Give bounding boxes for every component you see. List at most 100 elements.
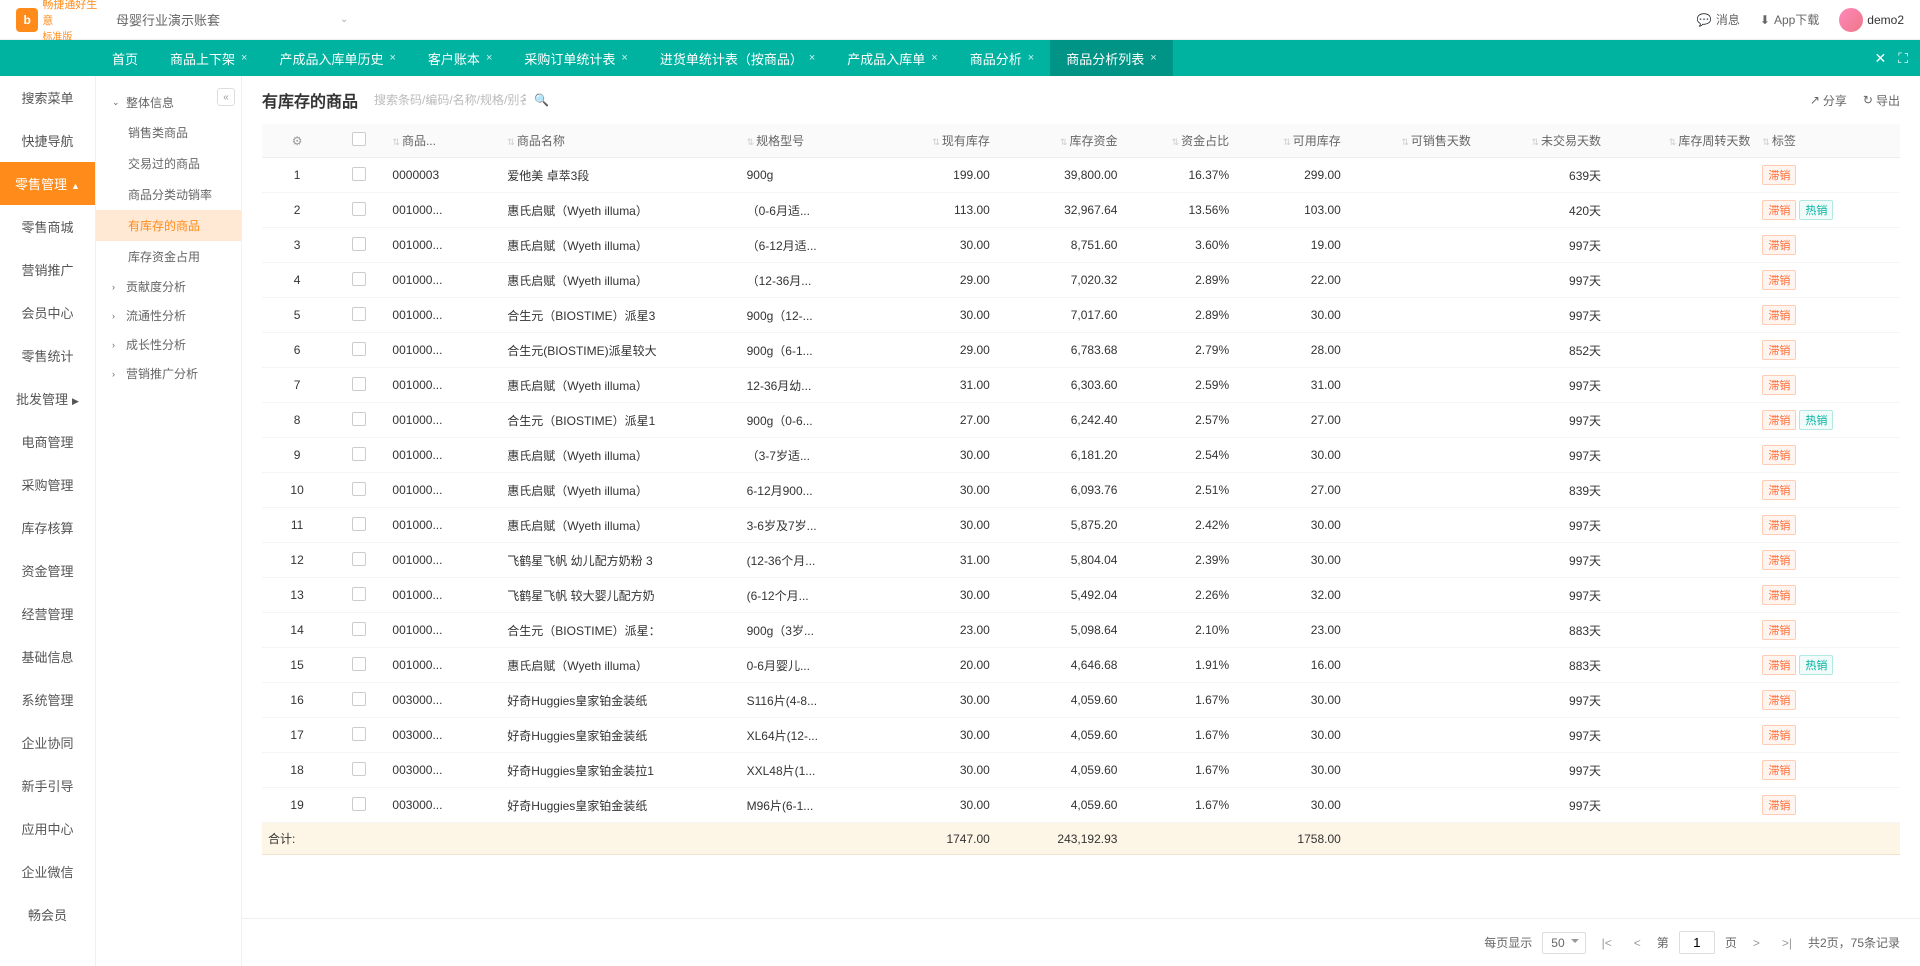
sidebar-item-7[interactable]: 批发管理▶ <box>0 377 95 420</box>
cell-checkbox[interactable] <box>332 613 386 648</box>
col-stock[interactable]: ⇅现有库存 <box>884 124 996 158</box>
cell-checkbox[interactable] <box>332 788 386 823</box>
cell-checkbox[interactable] <box>332 403 386 438</box>
user-menu[interactable]: demo2 <box>1839 8 1904 32</box>
cell-checkbox[interactable] <box>332 368 386 403</box>
col-avail[interactable]: ⇅可用库存 <box>1235 124 1347 158</box>
tab-0[interactable]: 首页 <box>96 40 154 76</box>
sidebar-item-0[interactable]: 搜索菜单 <box>0 76 95 119</box>
sidebar-item-3[interactable]: 零售商城 <box>0 205 95 248</box>
tab-6[interactable]: 产成品入库单× <box>831 40 953 76</box>
select-all-header[interactable] <box>332 124 386 158</box>
app-download-link[interactable]: ⬇ App下载 <box>1760 11 1819 28</box>
col-code[interactable]: ⇅商品... <box>386 124 501 158</box>
prev-page-button[interactable]: < <box>1628 934 1647 952</box>
sidebar-item-16[interactable]: 新手引导 <box>0 764 95 807</box>
share-button[interactable]: ↗ 分享 <box>1810 92 1847 109</box>
close-icon[interactable]: × <box>621 52 627 64</box>
table-row[interactable]: 17003000...好奇Huggies皇家铂金装纸XL64片(12-...30… <box>262 718 1900 753</box>
cell-checkbox[interactable] <box>332 193 386 228</box>
table-row[interactable]: 9001000...惠氏启赋（Wyeth illuma）（3-7岁适...30.… <box>262 438 1900 473</box>
cell-checkbox[interactable] <box>332 648 386 683</box>
col-notrade-days[interactable]: ⇅未交易天数 <box>1477 124 1607 158</box>
sidebar-item-14[interactable]: 系统管理 <box>0 678 95 721</box>
tab-1[interactable]: 商品上下架× <box>154 40 263 76</box>
sidebar-item-12[interactable]: 经营管理 <box>0 592 95 635</box>
account-selector[interactable]: 母婴行业演示账套 ⌄ <box>116 10 348 29</box>
col-turnover-days[interactable]: ⇅库存周转天数 <box>1607 124 1756 158</box>
sidebar-item-11[interactable]: 资金管理 <box>0 549 95 592</box>
cell-checkbox[interactable] <box>332 298 386 333</box>
cell-checkbox[interactable] <box>332 718 386 753</box>
nav-sub-0-0[interactable]: 销售类商品 <box>96 117 241 148</box>
table-row[interactable]: 2001000...惠氏启赋（Wyeth illuma）（0-6月适...113… <box>262 193 1900 228</box>
col-tags[interactable]: ⇅标签 <box>1756 124 1900 158</box>
cell-checkbox[interactable] <box>332 263 386 298</box>
sidebar-item-4[interactable]: 营销推广 <box>0 248 95 291</box>
tab-7[interactable]: 商品分析× <box>954 40 1050 76</box>
table-row[interactable]: 6001000...合生元(BIOSTIME)派星较大900g（6-1...29… <box>262 333 1900 368</box>
col-pct[interactable]: ⇅资金占比 <box>1123 124 1235 158</box>
nav-group-3[interactable]: ›成长性分析 <box>96 330 241 359</box>
page-size-select[interactable]: 50 <box>1542 932 1585 954</box>
close-icon[interactable]: × <box>931 52 937 64</box>
nav-group-4[interactable]: ›营销推广分析 <box>96 359 241 388</box>
sidebar-item-1[interactable]: 快捷导航 <box>0 119 95 162</box>
sidebar-item-2[interactable]: 零售管理▲ <box>0 162 95 205</box>
sidebar-item-18[interactable]: 企业微信 <box>0 850 95 893</box>
cell-checkbox[interactable] <box>332 683 386 718</box>
cell-checkbox[interactable] <box>332 158 386 193</box>
table-row[interactable]: 18003000...好奇Huggies皇家铂金装拉1XXL48片(1...30… <box>262 753 1900 788</box>
cell-checkbox[interactable] <box>332 508 386 543</box>
table-row[interactable]: 10001000...惠氏启赋（Wyeth illuma）6-12月900...… <box>262 473 1900 508</box>
tab-4[interactable]: 采购订单统计表× <box>508 40 643 76</box>
first-page-button[interactable]: |< <box>1596 934 1618 952</box>
cell-checkbox[interactable] <box>332 438 386 473</box>
search-icon[interactable]: 🔍 <box>534 93 549 107</box>
cell-checkbox[interactable] <box>332 473 386 508</box>
cell-checkbox[interactable] <box>332 228 386 263</box>
sidebar-item-10[interactable]: 库存核算 <box>0 506 95 549</box>
table-row[interactable]: 13001000...飞鹤星飞帆 较大婴儿配方奶(6-12个月...30.005… <box>262 578 1900 613</box>
col-spec[interactable]: ⇅规格型号 <box>741 124 885 158</box>
close-icon[interactable]: × <box>241 52 247 64</box>
nav-sub-0-1[interactable]: 交易过的商品 <box>96 148 241 179</box>
table-row[interactable]: 5001000...合生元（BIOSTIME）派星3900g（12-...30.… <box>262 298 1900 333</box>
tab-5[interactable]: 进货单统计表（按商品）× <box>644 40 831 76</box>
close-icon[interactable]: × <box>1150 52 1156 64</box>
tab-8[interactable]: 商品分析列表× <box>1050 40 1172 76</box>
settings-header[interactable]: ⚙ <box>262 124 332 158</box>
export-button[interactable]: ↻ 导出 <box>1863 92 1900 109</box>
col-name[interactable]: ⇅商品名称 <box>501 124 740 158</box>
col-saleable-days[interactable]: ⇅可销售天数 <box>1347 124 1477 158</box>
table-row[interactable]: 19003000...好奇Huggies皇家铂金装纸M96片(6-1...30.… <box>262 788 1900 823</box>
close-icon[interactable]: × <box>486 52 492 64</box>
collapse-secondary-nav-button[interactable]: « <box>217 88 235 106</box>
sidebar-item-15[interactable]: 企业协同 <box>0 721 95 764</box>
sidebar-item-17[interactable]: 应用中心 <box>0 807 95 850</box>
table-row[interactable]: 10000003爱他美 卓萃3段900g199.0039,800.0016.37… <box>262 158 1900 193</box>
fullscreen-icon[interactable]: ⛶ <box>1898 50 1908 67</box>
table-row[interactable]: 15001000...惠氏启赋（Wyeth illuma）0-6月婴儿...20… <box>262 648 1900 683</box>
table-row[interactable]: 14001000...合生元（BIOSTIME）派星：900g（3岁...23.… <box>262 613 1900 648</box>
col-fund[interactable]: ⇅库存资金 <box>996 124 1124 158</box>
nav-group-1[interactable]: ›贡献度分析 <box>96 272 241 301</box>
sidebar-item-8[interactable]: 电商管理 <box>0 420 95 463</box>
sidebar-item-6[interactable]: 零售统计 <box>0 334 95 377</box>
messages-link[interactable]: 💬 消息 <box>1697 11 1740 28</box>
cell-checkbox[interactable] <box>332 543 386 578</box>
table-row[interactable]: 16003000...好奇Huggies皇家铂金装纸S116片(4-8...30… <box>262 683 1900 718</box>
close-icon[interactable]: × <box>809 52 815 64</box>
nav-sub-0-3[interactable]: 有库存的商品 <box>96 210 241 241</box>
sidebar-item-13[interactable]: 基础信息 <box>0 635 95 678</box>
tab-3[interactable]: 客户账本× <box>412 40 508 76</box>
close-all-tabs-icon[interactable]: ✕ <box>1874 50 1886 67</box>
nav-sub-0-2[interactable]: 商品分类动销率 <box>96 179 241 210</box>
close-icon[interactable]: × <box>1028 52 1034 64</box>
cell-checkbox[interactable] <box>332 753 386 788</box>
search-input[interactable] <box>370 89 530 112</box>
table-row[interactable]: 11001000...惠氏启赋（Wyeth illuma）3-6岁及7岁...3… <box>262 508 1900 543</box>
last-page-button[interactable]: >| <box>1776 934 1798 952</box>
nav-group-2[interactable]: ›流通性分析 <box>96 301 241 330</box>
cell-checkbox[interactable] <box>332 578 386 613</box>
